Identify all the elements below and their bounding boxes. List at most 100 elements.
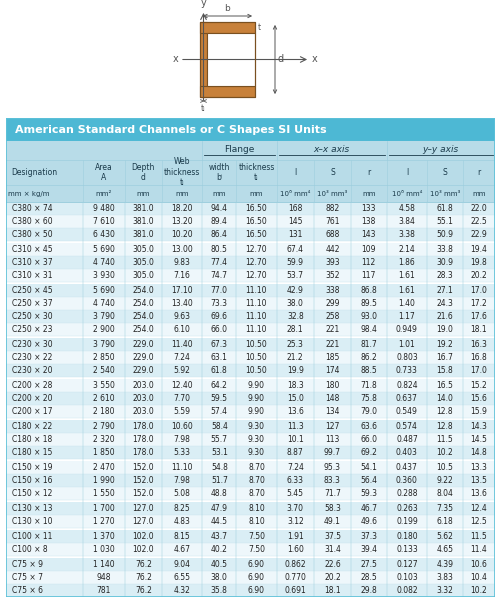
Polygon shape <box>6 571 495 584</box>
Text: 393: 393 <box>325 259 340 268</box>
Text: 55.1: 55.1 <box>436 217 453 226</box>
Text: 86.4: 86.4 <box>211 230 228 239</box>
Text: C200 × 17: C200 × 17 <box>12 407 53 416</box>
Text: 1 550: 1 550 <box>93 489 115 498</box>
Polygon shape <box>6 229 495 241</box>
Text: 254.0: 254.0 <box>132 313 154 322</box>
Text: 12.70: 12.70 <box>245 259 267 268</box>
Text: 21.2: 21.2 <box>287 353 304 362</box>
Text: 89.5: 89.5 <box>360 299 377 308</box>
Text: C150 × 12: C150 × 12 <box>12 489 52 498</box>
Text: 10.4: 10.4 <box>470 573 487 582</box>
Text: 7.35: 7.35 <box>436 504 453 513</box>
Text: 11.40: 11.40 <box>171 340 193 349</box>
Text: mm: mm <box>249 191 263 197</box>
Text: 143: 143 <box>362 230 376 239</box>
Polygon shape <box>6 244 495 256</box>
Text: 67.4: 67.4 <box>287 245 304 254</box>
Text: 8.70: 8.70 <box>248 463 265 472</box>
Text: 17.2: 17.2 <box>470 299 487 308</box>
Polygon shape <box>6 202 495 215</box>
Text: 152.0: 152.0 <box>133 476 154 485</box>
Polygon shape <box>6 298 495 310</box>
Text: mm: mm <box>137 191 150 197</box>
Text: 22.9: 22.9 <box>470 230 487 239</box>
Text: 6 430: 6 430 <box>93 230 115 239</box>
Text: 1 700: 1 700 <box>93 504 115 513</box>
Text: 305.0: 305.0 <box>132 259 154 268</box>
Text: 258: 258 <box>325 313 340 322</box>
Text: 16.3: 16.3 <box>470 340 487 349</box>
Text: 3.12: 3.12 <box>287 517 304 526</box>
Text: 4 740: 4 740 <box>93 299 115 308</box>
Text: 30.9: 30.9 <box>436 259 453 268</box>
Text: 22.6: 22.6 <box>324 560 341 569</box>
Text: 56.4: 56.4 <box>360 476 377 485</box>
Text: 39.4: 39.4 <box>360 545 377 554</box>
Text: 59.3: 59.3 <box>360 489 377 498</box>
Text: 882: 882 <box>325 205 340 214</box>
Text: 185: 185 <box>325 353 340 362</box>
Text: y–y axis: y–y axis <box>423 145 459 154</box>
Text: 4 740: 4 740 <box>93 259 115 268</box>
Text: 8.04: 8.04 <box>436 489 453 498</box>
Text: 63.6: 63.6 <box>360 422 377 431</box>
Text: mm: mm <box>175 191 189 197</box>
Text: 69.2: 69.2 <box>360 448 377 457</box>
Text: 5.08: 5.08 <box>174 489 191 498</box>
Text: 31.4: 31.4 <box>324 545 341 554</box>
Text: 54.1: 54.1 <box>360 463 377 472</box>
Text: 10.50: 10.50 <box>245 366 268 375</box>
Polygon shape <box>6 141 495 160</box>
Text: 117: 117 <box>362 271 376 280</box>
Text: 18.1: 18.1 <box>324 586 341 595</box>
Text: 19.0: 19.0 <box>436 325 453 334</box>
Text: 6.90: 6.90 <box>248 560 265 569</box>
Text: 0.199: 0.199 <box>396 517 418 526</box>
Text: C180 × 15: C180 × 15 <box>12 448 52 457</box>
Text: 7.98: 7.98 <box>174 476 191 485</box>
Polygon shape <box>6 461 495 474</box>
Text: 9.83: 9.83 <box>174 259 191 268</box>
Text: 16.8: 16.8 <box>470 353 487 362</box>
Text: 9.04: 9.04 <box>174 560 191 569</box>
Text: 22.0: 22.0 <box>470 205 487 214</box>
Text: 203.0: 203.0 <box>132 394 154 403</box>
Text: 12.8: 12.8 <box>437 407 453 416</box>
Text: 3.38: 3.38 <box>398 230 415 239</box>
Text: 17.10: 17.10 <box>171 286 193 295</box>
Text: 8.70: 8.70 <box>248 489 265 498</box>
Text: 127.0: 127.0 <box>133 504 154 513</box>
Text: Depth
d: Depth d <box>132 163 155 182</box>
Text: 40.2: 40.2 <box>211 545 228 554</box>
Text: 0.862: 0.862 <box>285 560 306 569</box>
Text: 67.3: 67.3 <box>211 340 228 349</box>
Text: 13.20: 13.20 <box>171 217 193 226</box>
Text: 48.8: 48.8 <box>211 489 227 498</box>
Text: 352: 352 <box>325 271 340 280</box>
Text: 102.0: 102.0 <box>133 532 154 541</box>
Text: C310 × 45: C310 × 45 <box>12 245 53 254</box>
Text: 77.0: 77.0 <box>211 286 228 295</box>
Text: 53.1: 53.1 <box>211 448 228 457</box>
Text: 102.0: 102.0 <box>133 545 154 554</box>
Text: I: I <box>294 168 297 177</box>
Text: C75 × 7: C75 × 7 <box>12 573 43 582</box>
Polygon shape <box>6 323 495 337</box>
Text: 61.8: 61.8 <box>211 366 227 375</box>
Text: 58.3: 58.3 <box>324 504 341 513</box>
Polygon shape <box>6 584 495 597</box>
Text: 948: 948 <box>97 573 111 582</box>
Text: 0.487: 0.487 <box>396 435 418 444</box>
Text: 0.574: 0.574 <box>396 422 418 431</box>
Text: C200 × 28: C200 × 28 <box>12 381 52 390</box>
Polygon shape <box>6 351 495 364</box>
Text: 3 930: 3 930 <box>93 271 115 280</box>
Text: 9.90: 9.90 <box>248 381 265 390</box>
Text: 7.50: 7.50 <box>248 545 265 554</box>
Text: 14.5: 14.5 <box>470 435 487 444</box>
Text: C75 × 6: C75 × 6 <box>12 586 43 595</box>
Text: 4.83: 4.83 <box>174 517 191 526</box>
Text: 8.87: 8.87 <box>287 448 304 457</box>
Text: 442: 442 <box>325 245 340 254</box>
